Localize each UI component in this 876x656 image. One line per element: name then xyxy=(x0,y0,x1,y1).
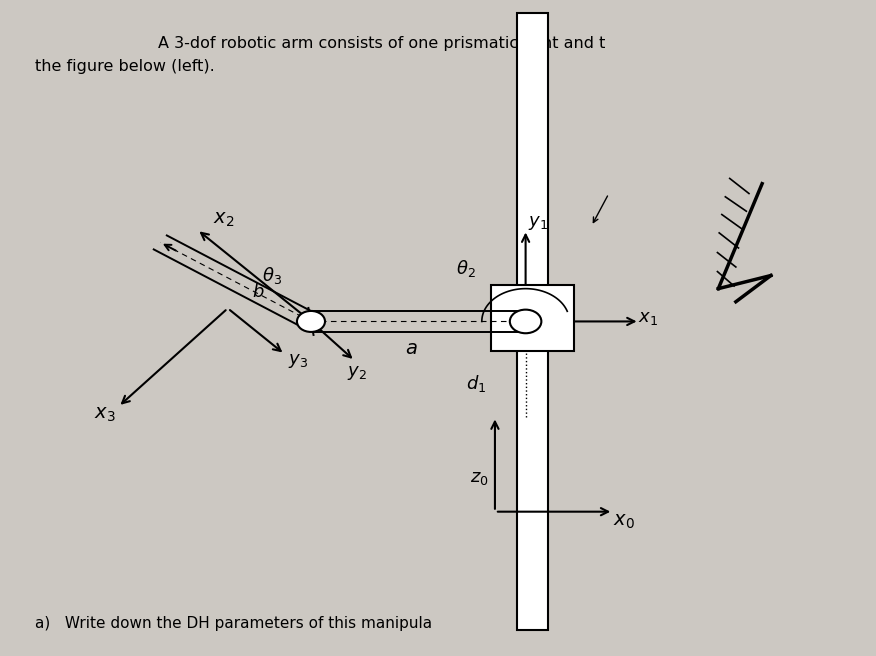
Circle shape xyxy=(510,310,541,333)
Text: $y_2$: $y_2$ xyxy=(348,363,367,382)
Bar xyxy=(517,13,548,630)
Text: a)   Write down the DH parameters of this manipula: a) Write down the DH parameters of this … xyxy=(35,616,432,631)
Text: $b$: $b$ xyxy=(252,283,265,301)
Text: $x_1$: $x_1$ xyxy=(639,309,658,327)
Circle shape xyxy=(297,311,325,332)
Text: $y_3$: $y_3$ xyxy=(288,352,307,370)
Text: $y_1$: $y_1$ xyxy=(528,214,548,232)
Text: $x_3$: $x_3$ xyxy=(95,405,116,424)
Text: $\theta_3$: $\theta_3$ xyxy=(262,265,281,286)
Text: $x_2$: $x_2$ xyxy=(213,211,234,229)
Text: $a$: $a$ xyxy=(406,340,418,358)
Bar xyxy=(491,285,574,351)
Text: $x_0$: $x_0$ xyxy=(613,512,634,531)
Text: $\theta_2$: $\theta_2$ xyxy=(456,258,476,279)
Text: the figure below (left).: the figure below (left). xyxy=(35,59,215,74)
Text: A 3-dof robotic arm consists of one prismatic joint and t: A 3-dof robotic arm consists of one pris… xyxy=(158,36,605,51)
Text: $d_1$: $d_1$ xyxy=(465,373,486,394)
Text: $z_0$: $z_0$ xyxy=(470,468,489,487)
